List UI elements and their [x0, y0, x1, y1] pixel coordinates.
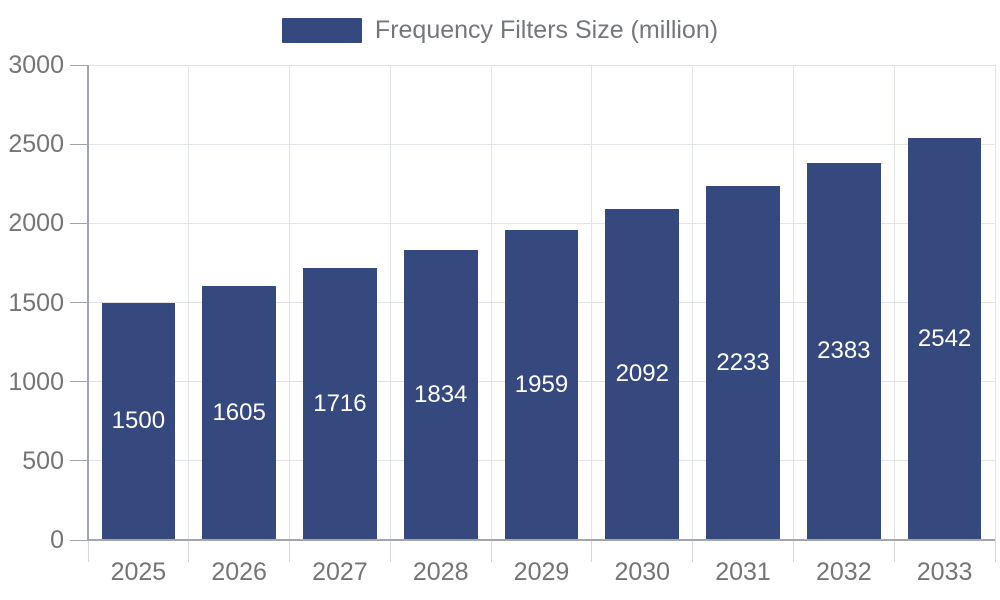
- bar-value-label: 2383: [817, 337, 871, 365]
- legend[interactable]: Frequency Filters Size (million): [0, 16, 1000, 45]
- x-axis-tick: [591, 540, 593, 562]
- gridline-vertical: [692, 65, 694, 540]
- bar-value-label: 1500: [111, 407, 166, 435]
- bar-value-label: 1834: [414, 380, 468, 408]
- x-axis-line: [88, 539, 995, 541]
- y-axis-tick-label: 1000: [8, 367, 64, 396]
- x-axis-tick-label: 2025: [110, 558, 167, 586]
- gridline-vertical: [591, 65, 593, 540]
- gridline-horizontal: [88, 222, 995, 224]
- y-axis-tick-label: 2500: [8, 130, 64, 159]
- y-axis-tick-label: 1500: [8, 288, 64, 317]
- gridline-vertical: [994, 65, 996, 540]
- bar: [403, 249, 478, 540]
- x-axis-tick: [893, 540, 895, 562]
- x-axis-tick: [490, 540, 492, 562]
- y-axis-tick: [70, 381, 88, 383]
- x-axis-tick: [792, 540, 794, 562]
- bar: [907, 137, 982, 540]
- x-axis-tick-label: 2033: [916, 558, 973, 586]
- x-axis-tick: [289, 540, 291, 562]
- y-axis-tick-label: 0: [50, 526, 64, 554]
- bar-value-label: 1716: [313, 390, 367, 418]
- legend-swatch: [281, 18, 362, 43]
- x-axis-tick-label: 2026: [211, 558, 267, 586]
- bar: [202, 285, 276, 540]
- bar-value-label: 1605: [212, 398, 266, 426]
- gridline-vertical: [792, 65, 794, 540]
- gridline-vertical: [893, 65, 895, 540]
- x-axis-tick-label: 2032: [816, 558, 872, 586]
- bar-value-label: 1959: [514, 370, 569, 398]
- x-axis-tick-label: 2031: [715, 558, 771, 586]
- x-axis-tick-label: 2029: [513, 558, 570, 586]
- gridline-horizontal: [88, 64, 995, 66]
- bar-value-label: 2092: [615, 360, 669, 388]
- legend-label: Frequency Filters Size (million): [374, 16, 719, 44]
- y-axis-tick-label: 2000: [8, 209, 64, 238]
- y-axis-tick: [70, 539, 88, 541]
- y-axis-tick: [70, 64, 88, 66]
- x-axis-tick-label: 2030: [614, 558, 671, 586]
- gridline-vertical: [490, 65, 492, 540]
- gridline-vertical: [188, 65, 190, 540]
- x-axis-tick: [87, 540, 89, 562]
- x-axis-tick-label: 2028: [412, 558, 469, 586]
- y-axis-tick: [70, 222, 88, 224]
- bar: [504, 229, 579, 540]
- bar: [101, 302, 176, 540]
- bar: [807, 162, 881, 540]
- x-axis-tick: [692, 540, 694, 562]
- y-axis-tick: [70, 460, 88, 462]
- x-axis-tick: [994, 540, 996, 562]
- bar: [303, 268, 377, 540]
- x-axis-tick: [389, 540, 391, 562]
- y-axis-tick: [70, 302, 88, 303]
- gridline-vertical: [289, 65, 291, 540]
- bar: [706, 186, 780, 540]
- y-axis-tick-label: 500: [22, 446, 64, 475]
- y-axis-tick: [70, 143, 88, 145]
- y-axis-tick-label: 3000: [8, 51, 64, 79]
- gridline-vertical: [389, 65, 391, 540]
- x-axis-tick-label: 2027: [312, 558, 368, 586]
- y-axis-line: [87, 65, 89, 540]
- x-axis-tick: [188, 540, 190, 562]
- bar-value-label: 2542: [917, 324, 972, 352]
- gridline-horizontal: [88, 143, 995, 145]
- bar: [605, 208, 680, 540]
- bar-value-label: 2233: [716, 349, 770, 377]
